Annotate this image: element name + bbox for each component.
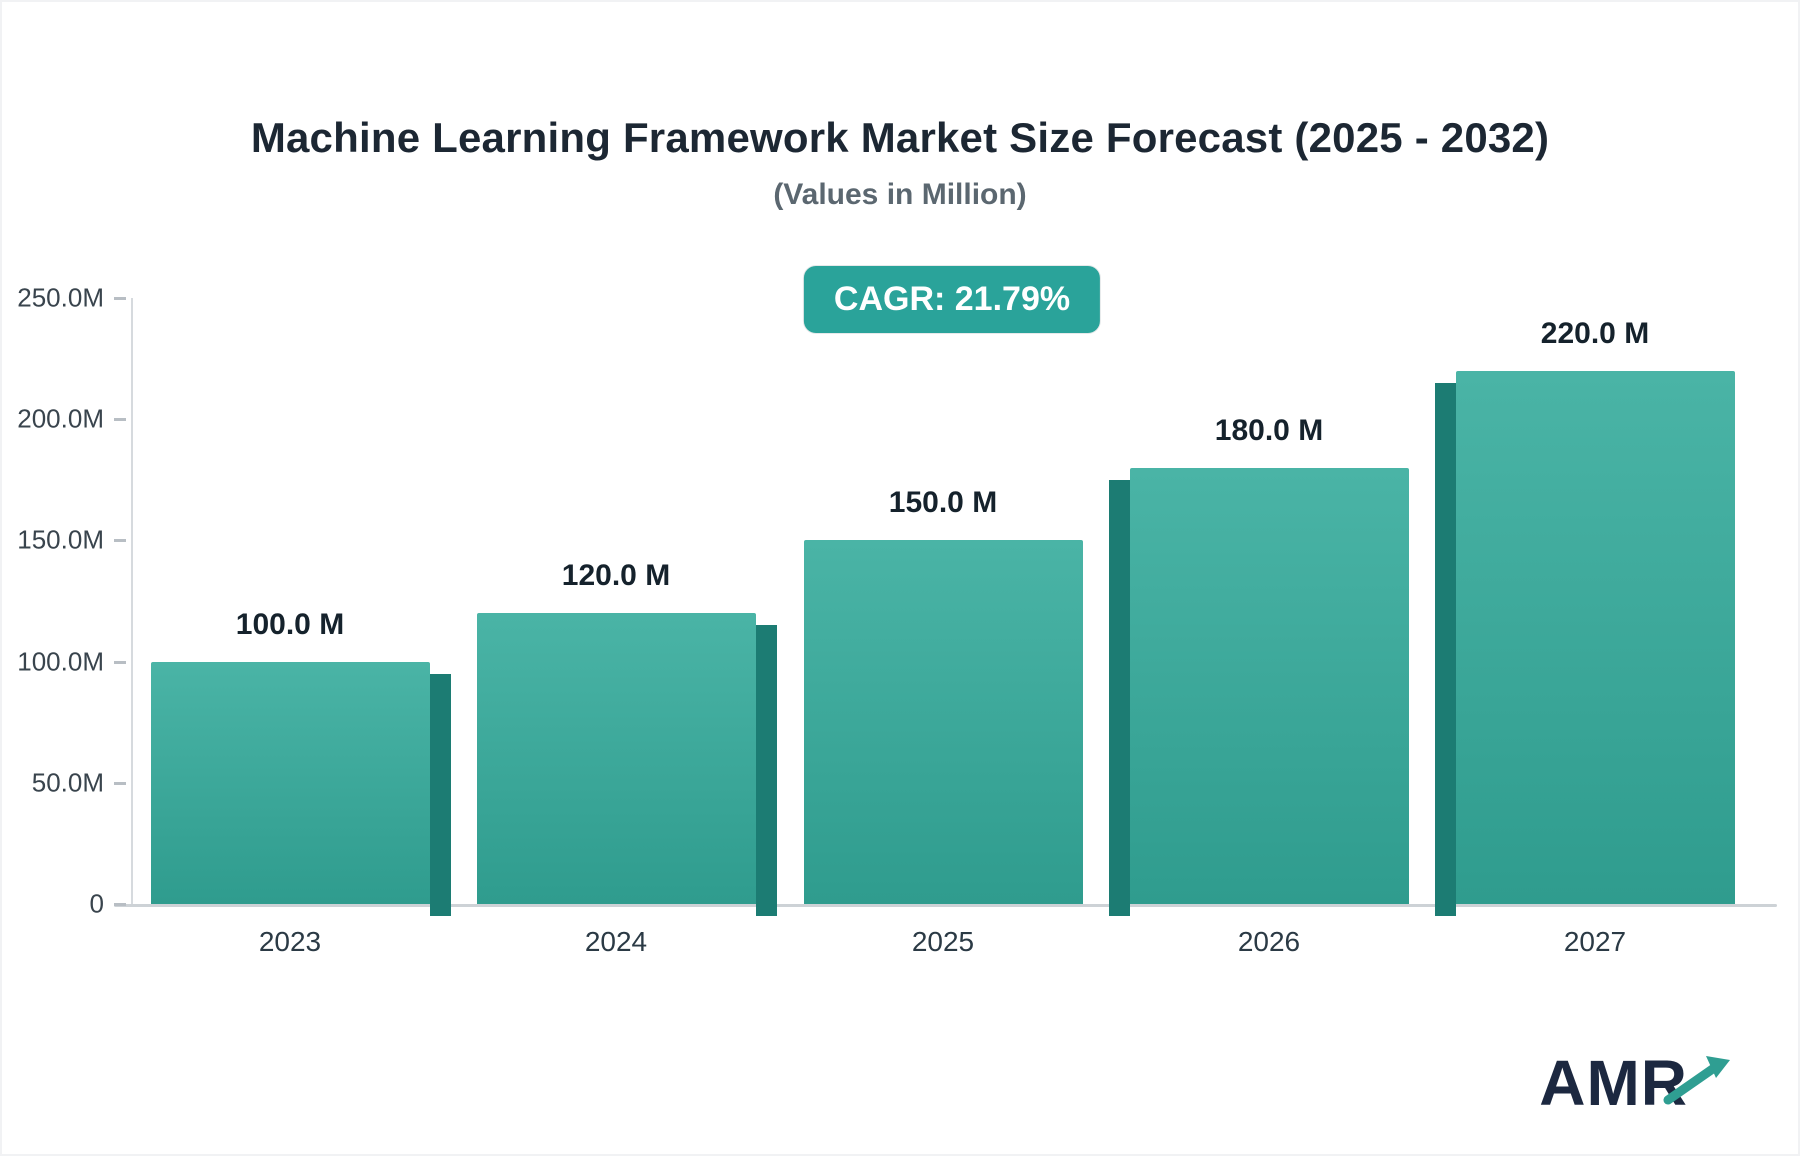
y-tick-label: 200.0M <box>17 403 104 434</box>
x-axis-line <box>114 904 1777 907</box>
bar-3d-side <box>1434 382 1456 916</box>
y-tick-label: 100.0M <box>17 646 104 677</box>
y-tick-mark <box>114 539 126 543</box>
bar-value-label: 180.0 M <box>1214 413 1324 447</box>
x-axis-label: 2024 <box>584 926 648 957</box>
chart-subtitle: (Values in Million) <box>773 178 1027 211</box>
amr-logo: AMR <box>1539 1046 1734 1120</box>
y-tick-mark <box>114 781 126 785</box>
y-tick-mark <box>114 903 126 906</box>
bar-2027 <box>1455 370 1735 904</box>
amr-logo-text: AMR <box>1539 1047 1688 1119</box>
y-tick-mark <box>114 660 126 664</box>
bar-3d-side <box>1108 479 1130 916</box>
x-axis-label: 2027 <box>1563 926 1627 957</box>
bar-2026 <box>1129 467 1409 904</box>
x-axis-label: 2026 <box>1237 926 1301 957</box>
bar-value-label: 150.0 M <box>888 486 998 520</box>
cagr-badge: CAGR: 21.79% <box>803 266 1101 333</box>
x-axis-label: 2023 <box>258 926 322 957</box>
bar-value-label: 220.0 M <box>1540 316 1650 350</box>
bar-2024 <box>476 613 756 904</box>
y-tick-label: 150.0M <box>17 524 104 555</box>
bar-value-label: 120.0 M <box>561 559 671 593</box>
y-tick-mark <box>114 418 126 422</box>
y-tick-label: 0 <box>89 888 104 919</box>
y-tick-label: 250.0M <box>17 282 104 313</box>
bar-2023 <box>150 661 430 904</box>
bar-3d-side <box>429 673 451 916</box>
bar-3d-side <box>755 625 777 916</box>
chart-title: Machine Learning Framework Market Size F… <box>250 114 1550 161</box>
y-tick-label: 50.0M <box>31 767 104 798</box>
y-tick-mark <box>114 297 126 300</box>
amr-logo-arrow-icon <box>1663 1056 1730 1105</box>
bar-2025 <box>803 540 1083 904</box>
y-axis-line <box>131 298 133 904</box>
x-axis-label: 2025 <box>911 926 975 957</box>
bar-value-label: 100.0 M <box>235 607 345 641</box>
